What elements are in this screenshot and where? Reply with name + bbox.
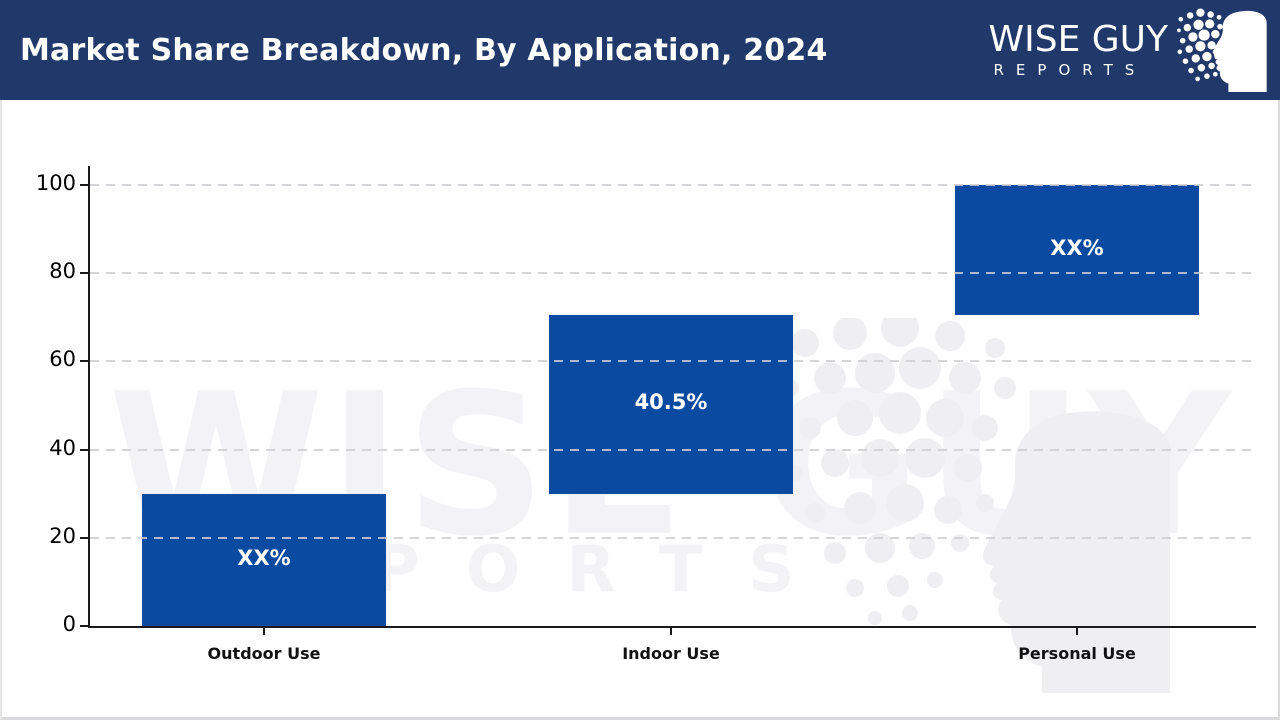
x-axis-line	[88, 626, 1256, 628]
page-title: Market Share Breakdown, By Application, …	[20, 32, 828, 68]
gridline	[90, 448, 1253, 451]
gridline	[90, 360, 1253, 363]
bar-indoor-use	[549, 315, 793, 494]
gridline	[90, 272, 1253, 275]
bar-value-label: XX%	[237, 545, 291, 570]
watermark-head-icon	[781, 318, 1170, 693]
y-tick-label: 20	[49, 523, 76, 548]
x-tick-mark	[1076, 628, 1078, 635]
y-tick-label: 40	[49, 435, 76, 460]
brand-logo: WISE GUY REPORTS	[989, 4, 1271, 96]
y-tick-label: 0	[62, 612, 76, 636]
y-axis-line	[88, 166, 90, 628]
bar-value-label: 40.5%	[634, 390, 708, 415]
waterfall-chart: 0 20 40 60 80 100 XX% Outdoor Use 40.5% Indoor Us…	[0, 100, 1280, 720]
y-tick-mark	[80, 536, 88, 539]
brand-logo-text: WISE GUY REPORTS	[989, 21, 1169, 79]
brand-name: WISE GUY	[988, 19, 1169, 61]
chart-canvas: WISE GUY REPORTS 0 20 40 60 80 100 XX% Outdoor …	[0, 100, 1280, 720]
x-category-label: Indoor Use	[622, 644, 720, 663]
x-category-label: Outdoor Use	[207, 644, 321, 663]
gridline	[90, 536, 1253, 539]
x-tick-mark	[263, 628, 265, 635]
y-tick-mark	[80, 625, 88, 627]
x-tick-mark	[670, 628, 672, 635]
brand-subtitle: REPORTS	[993, 60, 1147, 79]
bar-personal-use	[955, 185, 1199, 316]
bar-value-label: XX%	[1050, 236, 1104, 261]
gridline	[90, 184, 1253, 186]
y-tick-label: 60	[49, 347, 76, 372]
y-tick-mark	[80, 360, 88, 363]
y-tick-mark	[80, 448, 88, 451]
bar-outdoor-use	[142, 493, 386, 626]
y-tick-label: 80	[49, 259, 76, 284]
x-category-label: Personal Use	[1018, 644, 1136, 663]
y-tick-mark	[80, 272, 88, 275]
y-tick-label: 100	[35, 171, 76, 195]
logo-head-icon	[1177, 8, 1267, 92]
header: Market Share Breakdown, By Application, …	[0, 0, 1280, 100]
y-tick-mark	[80, 184, 88, 186]
